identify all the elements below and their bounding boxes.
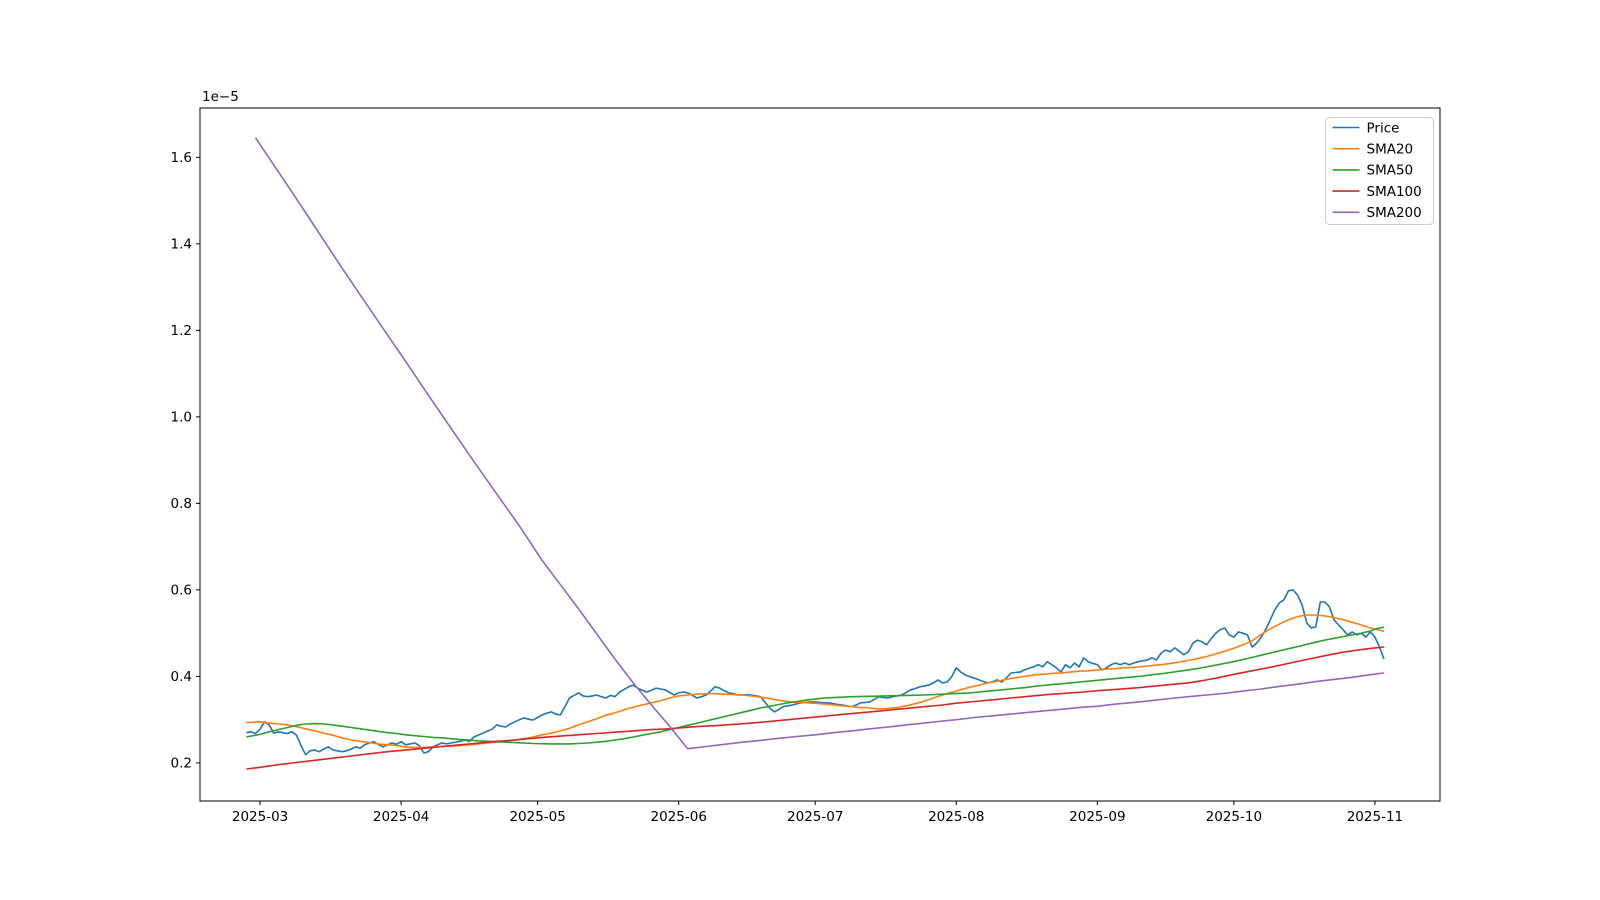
x-tick-label: 2025-07 bbox=[787, 809, 843, 825]
x-tick-label: 2025-08 bbox=[928, 809, 984, 825]
series-sma50-line bbox=[246, 626, 1385, 745]
legend-label-sma200: SMA200 bbox=[1367, 205, 1422, 221]
y-tick-label: 1.6 bbox=[171, 150, 192, 166]
y-tick-label: 1.4 bbox=[171, 237, 192, 253]
legend-box bbox=[1325, 117, 1434, 225]
y-tick-label: 1.2 bbox=[171, 323, 192, 339]
y-tick-label: 0.2 bbox=[171, 756, 192, 772]
legend-label-sma100: SMA100 bbox=[1367, 184, 1422, 200]
legend-label-sma20: SMA20 bbox=[1367, 142, 1414, 158]
x-tick-label: 2025-06 bbox=[651, 809, 707, 825]
x-tick-label: 2025-09 bbox=[1069, 809, 1125, 825]
series-sma200-line bbox=[254, 137, 1385, 750]
series-sma100-line bbox=[246, 646, 1385, 770]
axes-frame bbox=[199, 107, 1441, 802]
y-tick-label: 0.8 bbox=[171, 496, 192, 512]
x-tick-label: 2025-11 bbox=[1347, 809, 1403, 825]
x-tick-label: 2025-04 bbox=[373, 809, 429, 825]
x-tick-label: 2025-10 bbox=[1206, 809, 1262, 825]
legend-label-price: Price bbox=[1367, 120, 1400, 136]
y-tick-label: 0.4 bbox=[171, 669, 192, 685]
x-tick-label: 2025-05 bbox=[509, 809, 565, 825]
y-tick-label: 0.6 bbox=[171, 583, 192, 599]
y-tick-label: 1.0 bbox=[171, 410, 192, 426]
legend-label-sma50: SMA50 bbox=[1367, 163, 1414, 179]
x-tick-label: 2025-03 bbox=[232, 809, 288, 825]
y-axis-offset-label: 1e−5 bbox=[202, 89, 239, 105]
